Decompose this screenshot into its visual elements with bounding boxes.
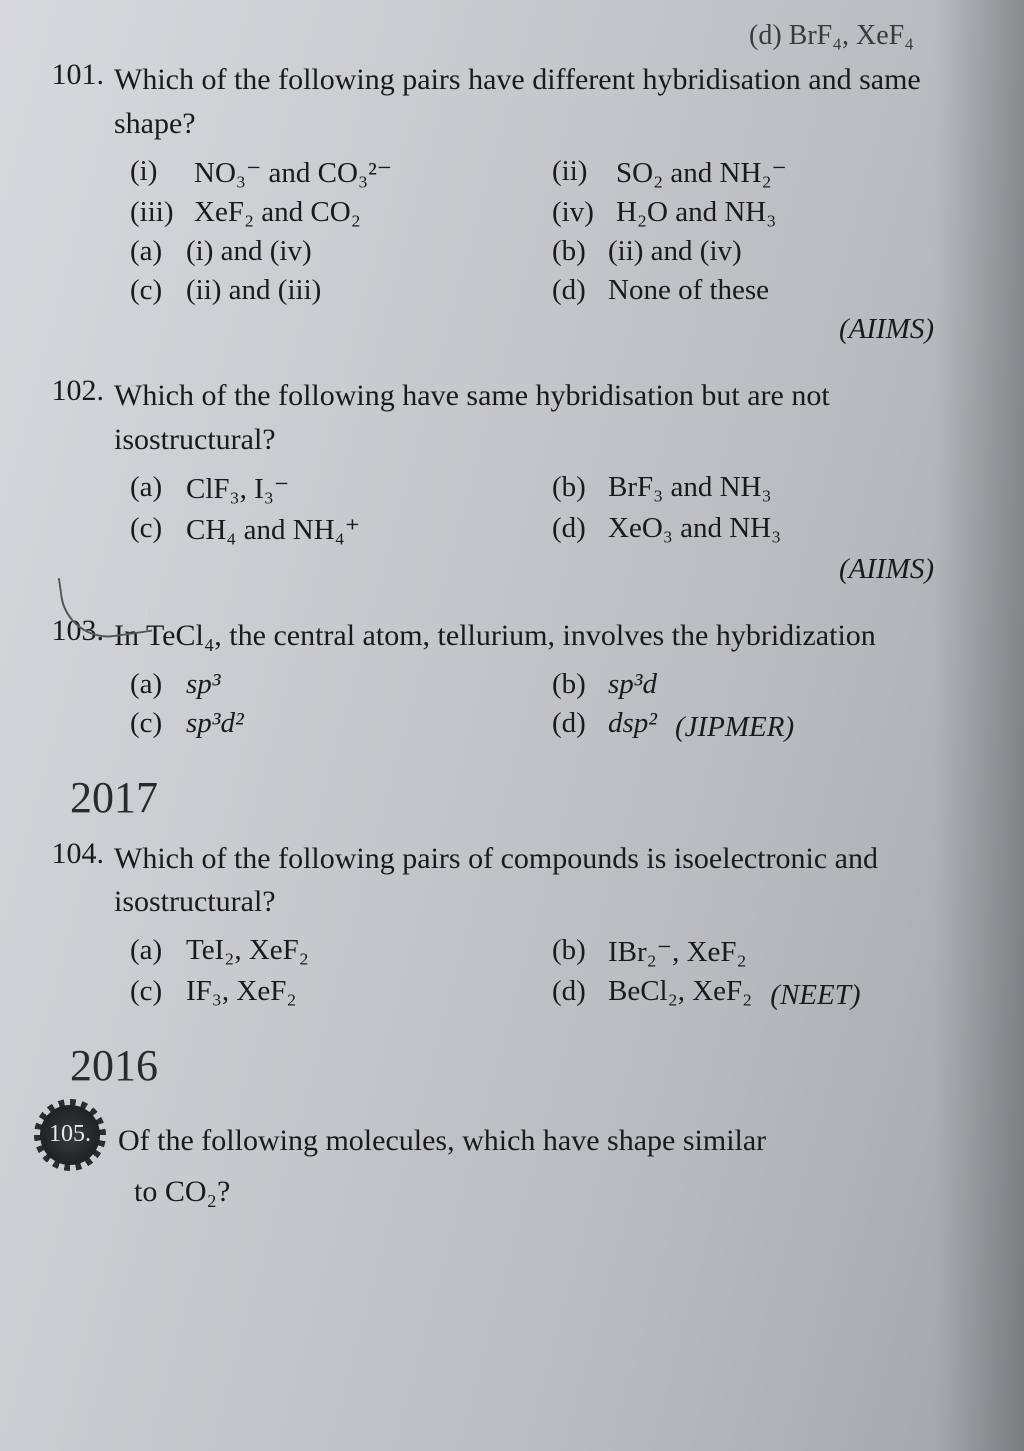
- q102-opt-b: (b) BrF₃ and NH₃: [552, 471, 954, 506]
- opt-label: (d): [552, 975, 600, 1012]
- q104-source-tag: (NEET): [770, 979, 860, 1012]
- year-heading-2017: 2017: [70, 772, 954, 823]
- opt-value: sp³d²: [186, 707, 244, 739]
- opt-label: (d): [552, 274, 600, 307]
- q104-text: Which of the following pairs of compound…: [114, 837, 954, 924]
- partial-prev-option: (d) BrF₄, XeF₄: [40, 20, 914, 52]
- sub-value: SO₂ and NH₂⁻: [616, 155, 787, 190]
- question-104: 104. Which of the following pairs of com…: [40, 837, 954, 1012]
- opt-label: (a): [130, 934, 178, 969]
- q104-opt-c: (c) IF₃, XeF₂: [130, 975, 532, 1012]
- opt-value: sp³: [186, 668, 220, 700]
- opt-label: (d): [552, 707, 600, 744]
- opt-label: (d): [552, 512, 600, 547]
- opt-value: XeO₃ and NH₃: [608, 512, 781, 547]
- opt-value: IF₃, XeF₂: [186, 975, 296, 1012]
- q104-opt-a: (a) TeI₂, XeF₂: [130, 934, 532, 969]
- opt-value: CH₄ and NH₄⁺: [186, 512, 360, 547]
- opt-label: (b): [552, 235, 600, 268]
- q101-opt-d: (d) None of these: [552, 274, 954, 307]
- q103-text: In TeCl₄, the central atom, tellurium, i…: [114, 614, 954, 658]
- opt-value: BeCl₂, XeF₂: [608, 975, 752, 1012]
- opt-label: (a): [130, 668, 178, 701]
- opt-value: (ii) and (iv): [608, 235, 742, 268]
- q102-number: 102.: [40, 374, 104, 408]
- q104-options: (a) TeI₂, XeF₂ (b) IBr₂⁻, XeF₂ (c) IF₃, …: [130, 934, 954, 1012]
- opt-value: IBr₂⁻, XeF₂: [608, 934, 747, 969]
- q101-opt-a: (a) (i) and (iv): [130, 235, 532, 268]
- question-102: 102. Which of the following have same hy…: [40, 374, 954, 586]
- question-103: 103. In TeCl₄, the central atom, telluri…: [40, 614, 954, 744]
- sub-value: H₂O and NH₃: [616, 196, 776, 229]
- q103-opt-d: (d) dsp² (JIPMER): [552, 707, 954, 744]
- sub-value: XeF₂ and CO₂: [194, 196, 361, 229]
- opt-label: (a): [130, 235, 178, 268]
- sub-value: NO₃⁻ and CO₃²⁻: [194, 155, 392, 190]
- q102-source-tag: (AIIMS): [40, 553, 934, 586]
- q102-opt-c: (c) CH₄ and NH₄⁺: [130, 512, 532, 547]
- opt-label: (b): [552, 471, 600, 506]
- opt-label: (c): [130, 707, 178, 744]
- opt-label: (c): [130, 274, 178, 307]
- question-101: 101. Which of the following pairs have d…: [40, 58, 954, 346]
- page-content: (d) BrF₄, XeF₄ 101. Which of the followi…: [40, 20, 954, 1209]
- q101-sub-iii: (iii) XeF₂ and CO₂: [130, 196, 532, 229]
- q103-opt-a: (a) sp³: [130, 668, 532, 701]
- q101-sub-i: (i) NO₃⁻ and CO₃²⁻: [130, 155, 532, 190]
- sub-label: (i): [130, 155, 186, 190]
- opt-value: None of these: [608, 274, 769, 307]
- question-105: 105. Of the following molecules, which h…: [40, 1105, 954, 1209]
- q102-opt-a: (a) ClF₃, I₃⁻: [130, 471, 532, 506]
- q105-text: Of the following molecules, which have s…: [118, 1107, 954, 1163]
- q101-sub-iv: (iv) H₂O and NH₃: [552, 196, 954, 229]
- q101-roman-options: (i) NO₃⁻ and CO₃²⁻ (ii) SO₂ and NH₂⁻ (ii…: [130, 155, 954, 307]
- opt-label: (c): [130, 512, 178, 547]
- q102-options: (a) ClF₃, I₃⁻ (b) BrF₃ and NH₃ (c) CH₄ a…: [130, 471, 954, 547]
- q104-number: 104.: [40, 837, 104, 871]
- opt-value: dsp²: [608, 707, 657, 739]
- q103-source-tag: (JIPMER): [675, 711, 794, 744]
- opt-value: BrF₃ and NH₃: [608, 471, 772, 506]
- q101-opt-b: (b) (ii) and (iv): [552, 235, 954, 268]
- q103-opt-c: (c) sp³d²: [130, 707, 532, 744]
- sub-label: (iii): [130, 196, 186, 229]
- opt-label: (a): [130, 471, 178, 506]
- opt-value: TeI₂, XeF₂: [186, 934, 309, 969]
- q104-opt-b: (b) IBr₂⁻, XeF₂: [552, 934, 954, 969]
- opt-label: (b): [552, 934, 600, 969]
- opt-label: (c): [130, 975, 178, 1012]
- q105-continuation: to CO₂?: [134, 1175, 954, 1209]
- q101-source-tag: (AIIMS): [40, 313, 934, 346]
- q103-opt-b: (b) sp³d: [552, 668, 954, 701]
- q103-options: (a) sp³ (b) sp³d (c) sp³d² (d) dsp² (JIP…: [130, 668, 954, 744]
- year-heading-2016: 2016: [70, 1040, 954, 1091]
- sub-label: (ii): [552, 155, 608, 190]
- sub-label: (iv): [552, 196, 608, 229]
- opt-label: (b): [552, 668, 600, 701]
- opt-value: ClF₃, I₃⁻: [186, 471, 289, 506]
- q104-opt-d: (d) BeCl₂, XeF₂ (NEET): [552, 975, 954, 1012]
- opt-value: (i) and (iv): [186, 235, 312, 268]
- q105-number: 105.: [49, 1121, 91, 1148]
- q101-opt-c: (c) (ii) and (iii): [130, 274, 532, 307]
- q101-sub-ii: (ii) SO₂ and NH₂⁻: [552, 155, 954, 190]
- q102-opt-d: (d) XeO₃ and NH₃: [552, 512, 954, 547]
- opt-value: sp³d: [608, 668, 657, 700]
- opt-value: (ii) and (iii): [186, 274, 321, 307]
- q102-text: Which of the following have same hybridi…: [114, 374, 954, 461]
- starburst-badge-icon: 105.: [40, 1105, 100, 1165]
- q101-text: Which of the following pairs have differ…: [114, 58, 954, 145]
- q101-number: 101.: [40, 58, 104, 92]
